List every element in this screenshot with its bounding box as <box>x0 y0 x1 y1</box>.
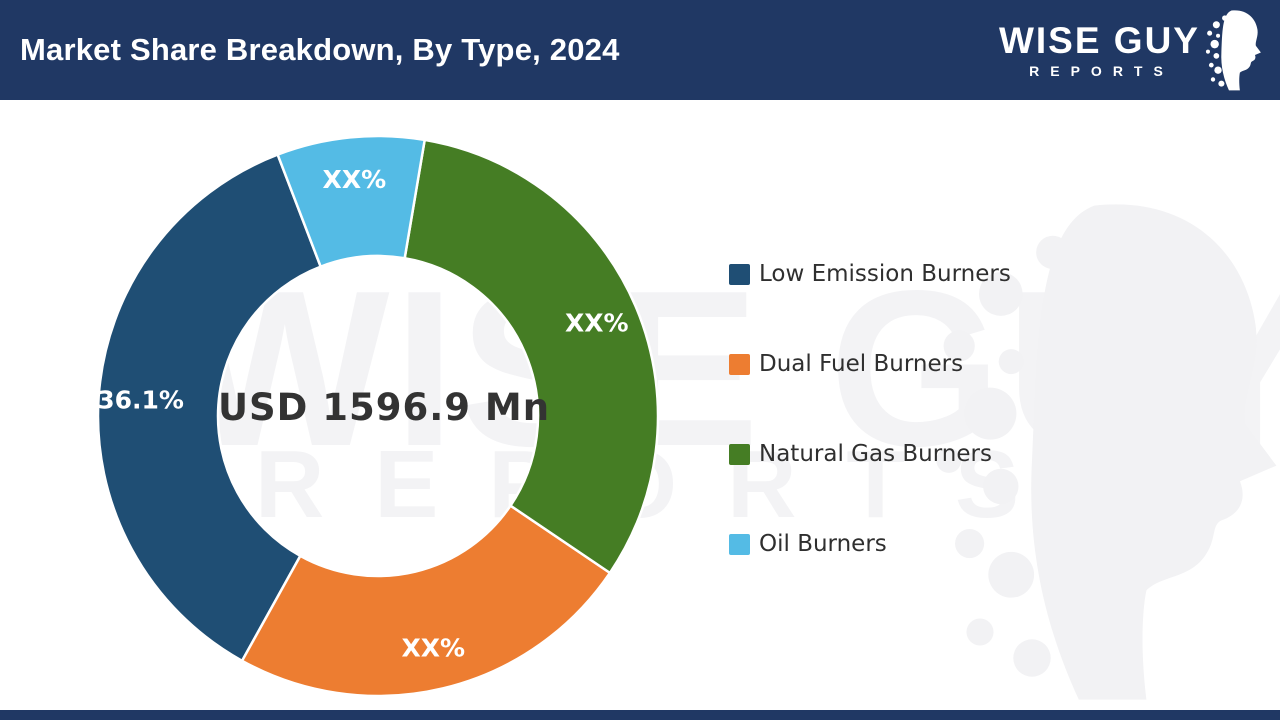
segment-label-low-emission-burners: 36.1% <box>97 385 184 414</box>
legend-swatch-icon <box>729 353 750 375</box>
donut-segment-oil-burners <box>276 134 426 268</box>
donut-segment-dual-fuel-burners <box>240 504 612 698</box>
logo-wordmark-line1: WISE GUY <box>998 20 1200 61</box>
logo-face-icon <box>1205 10 1261 91</box>
donut-segment-low-emission-burners <box>96 153 322 663</box>
chart-area: WISE GUY REPORTS 36.1% XX% XX% XX% USD 1596… <box>0 100 1280 710</box>
segment-label-dual-fuel-burners: XX% <box>402 633 466 662</box>
legend-swatch-icon <box>729 533 750 555</box>
footer-bar <box>0 710 1280 720</box>
logo-wordmark: WISE GUY REPORTS <box>999 22 1200 78</box>
segment-label-natural-gas-burners: XX% <box>565 308 629 337</box>
legend-label: Natural Gas Burners <box>759 441 992 467</box>
donut-segment-natural-gas-burners <box>403 138 660 575</box>
legend-item: Oil Burners <box>729 530 1011 558</box>
logo-wordmark-line2: REPORTS <box>1029 63 1174 79</box>
chart-center-value: USD 1596.9 Mn <box>217 386 551 429</box>
legend: Low Emission Burners Dual Fuel Burners N… <box>729 260 1011 558</box>
legend-item: Dual Fuel Burners <box>729 350 1011 378</box>
legend-label: Oil Burners <box>759 531 887 557</box>
legend-label: Dual Fuel Burners <box>759 351 964 377</box>
brand-logo: WISE GUY REPORTS <box>999 8 1266 92</box>
donut-chart: 36.1% XX% XX% XX% <box>96 134 660 698</box>
legend-swatch-icon <box>729 443 750 465</box>
header: Market Share Breakdown, By Type, 2024 WI… <box>0 0 1280 100</box>
page-title: Market Share Breakdown, By Type, 2024 <box>20 32 620 67</box>
watermark-face-icon <box>936 204 1277 700</box>
legend-swatch-icon <box>729 263 750 285</box>
legend-label: Low Emission Burners <box>759 261 1011 287</box>
legend-item: Low Emission Burners <box>729 260 1011 288</box>
segment-label-oil-burners: XX% <box>323 165 387 194</box>
legend-item: Natural Gas Burners <box>729 440 1011 468</box>
